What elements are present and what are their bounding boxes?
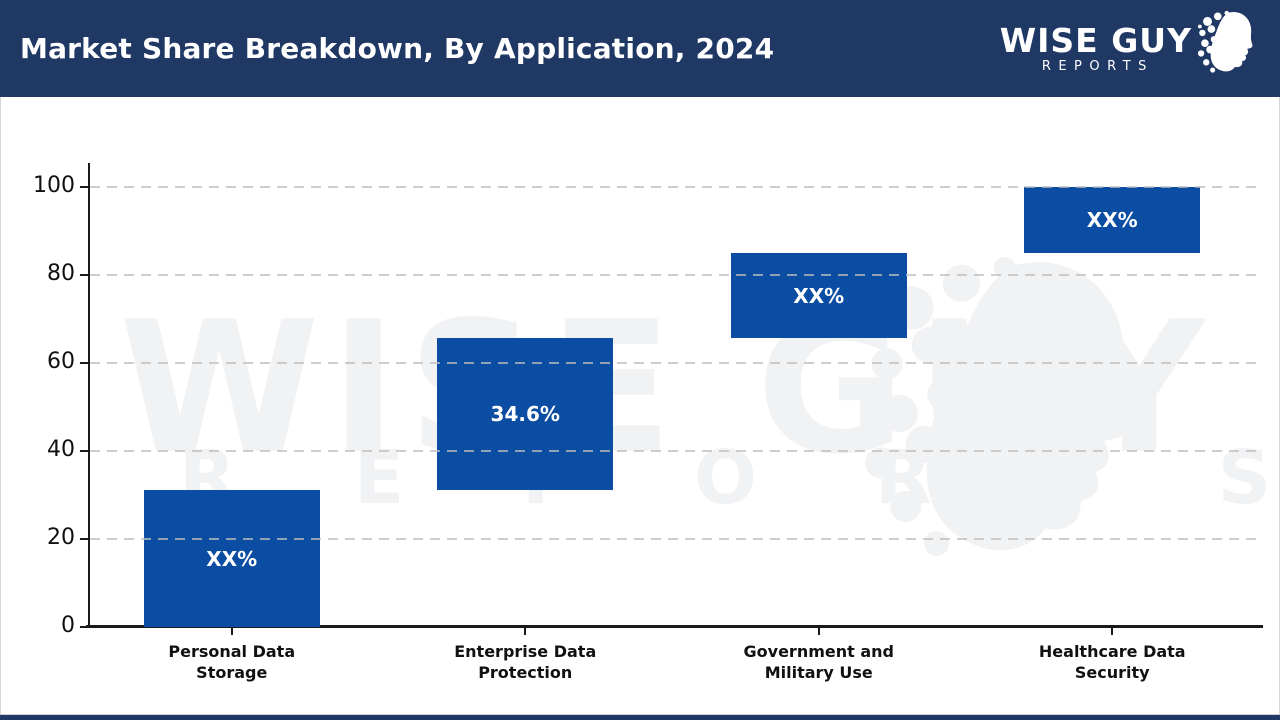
y-tick-label: 80 — [47, 260, 75, 286]
header-bar: Market Share Breakdown, By Application, … — [0, 0, 1280, 97]
brand-logo-name: WISE GUY — [999, 21, 1192, 60]
y-tick-label: 60 — [47, 348, 75, 374]
x-category-label: Personal Data Storage — [168, 642, 296, 682]
x-axis-line — [86, 625, 1263, 628]
x-category-label: Healthcare Data Security — [1038, 642, 1186, 682]
brand-logo-subtitle: REPORTS — [1041, 59, 1154, 74]
bar-1: XX% — [143, 490, 320, 627]
y-tick-mark — [80, 361, 88, 364]
y-tick-mark — [80, 185, 88, 188]
gridline-y100 — [90, 185, 1263, 188]
bar-3: XX% — [730, 253, 907, 339]
brand-logo-text: WISE GUY REPORTS — [1000, 24, 1192, 73]
y-tick-label: 40 — [47, 436, 75, 462]
chart-canvas: WISE GUY R E P O R T S 0 20 40 60 80 100 XX% 34… — [0, 97, 1280, 715]
gridline-y80 — [90, 273, 1263, 276]
watermark-head-icon — [856, 222, 1166, 646]
gridline-y40 — [90, 449, 1263, 452]
gridline-y60 — [90, 361, 1263, 364]
y-tick-label: 20 — [47, 524, 75, 550]
chart-title: Market Share Breakdown, By Application, … — [20, 32, 775, 65]
x-category-label: Government and Military Use — [743, 642, 894, 682]
y-tick-mark — [80, 273, 88, 276]
bar-value-label: XX% — [1086, 207, 1138, 232]
head-profile-logo-icon — [1196, 7, 1260, 91]
x-tick-mark — [1111, 628, 1114, 635]
x-category-label: Enterprise Data Protection — [454, 642, 597, 682]
y-tick-label: 0 — [61, 613, 75, 638]
brand-logo: WISE GUY REPORTS — [1000, 7, 1260, 91]
footer-bar — [0, 715, 1280, 720]
plot-area: 0 20 40 60 80 100 XX% 34.6% XX% XX% Personal Data S… — [1, 97, 1280, 715]
y-tick-mark — [80, 626, 88, 628]
y-axis-line — [88, 163, 90, 628]
y-tick-mark — [80, 537, 88, 540]
x-tick-mark — [230, 628, 233, 635]
gridline-y20 — [90, 537, 1263, 540]
x-tick-mark — [817, 628, 820, 635]
bar-value-label: 34.6% — [490, 402, 560, 427]
bar-value-label: XX% — [793, 283, 845, 308]
y-tick-mark — [80, 449, 88, 452]
x-tick-mark — [524, 628, 527, 635]
bar-4: XX% — [1024, 186, 1201, 254]
bar-value-label: XX% — [206, 546, 258, 571]
y-tick-label: 100 — [33, 172, 75, 198]
